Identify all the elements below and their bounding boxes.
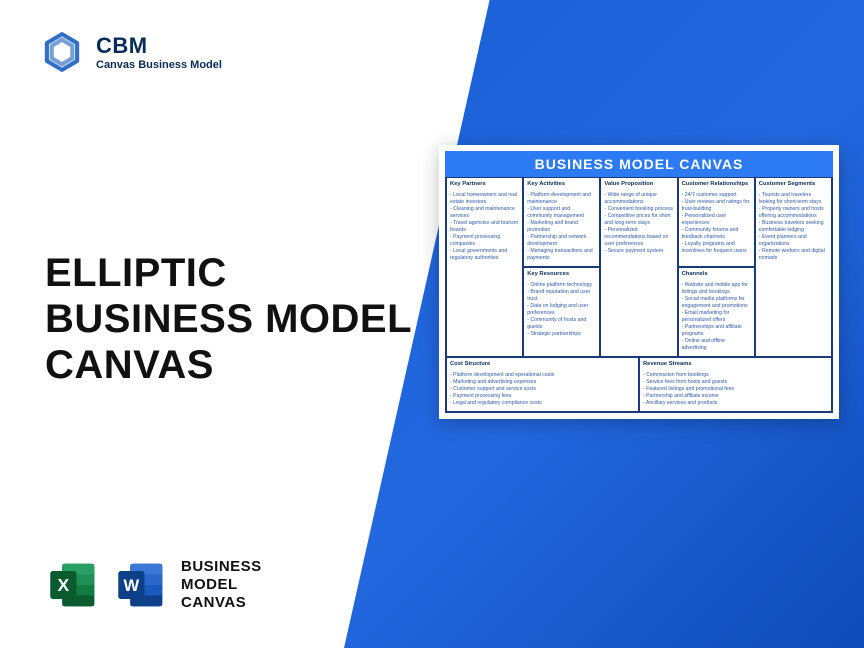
canvas-preview: BUSINESS MODEL CANVAS Key Partners Local…	[439, 145, 839, 419]
page-title: ELLIPTIC BUSINESS MODEL CANVAS	[45, 250, 412, 388]
canvas-grid: Key Partners Local homeowners and real e…	[445, 177, 833, 413]
svg-text:X: X	[58, 575, 70, 595]
word-icon: W	[113, 557, 169, 613]
title-line-2: BUSINESS MODEL	[45, 296, 412, 342]
format-badges: X W BUSINESS MODEL CANVAS	[45, 557, 262, 613]
title-line-3: CANVAS	[45, 342, 412, 388]
svg-text:W: W	[124, 576, 140, 595]
cell-key-partners: Key Partners Local homeowners and real e…	[446, 177, 523, 357]
brand-logo: CBM Canvas Business Model	[40, 30, 222, 74]
cell-cost-structure: Cost Structure Platform development and …	[446, 357, 639, 412]
brand-name: CBM	[96, 33, 222, 59]
cell-key-activities: Key Activities Platform development and …	[523, 177, 600, 267]
cell-key-resources: Key Resources Online platform technology…	[523, 267, 600, 357]
cell-revenue-streams: Revenue Streams Commission from bookings…	[639, 357, 832, 412]
cell-channels: Channels Website and mobile app for list…	[678, 267, 755, 357]
cell-customer-segments: Customer Segments Tourists and travelers…	[755, 177, 832, 357]
cell-value-proposition: Value Proposition Wide range of unique a…	[600, 177, 677, 357]
cell-customer-relationships: Customer Relationships 24/7 customer sup…	[678, 177, 755, 267]
format-label: BUSINESS MODEL CANVAS	[181, 558, 262, 612]
excel-icon: X	[45, 557, 101, 613]
cbm-hex-icon	[40, 30, 84, 74]
brand-subtitle: Canvas Business Model	[96, 59, 222, 71]
canvas-header: BUSINESS MODEL CANVAS	[445, 151, 833, 177]
title-line-1: ELLIPTIC	[45, 250, 412, 296]
